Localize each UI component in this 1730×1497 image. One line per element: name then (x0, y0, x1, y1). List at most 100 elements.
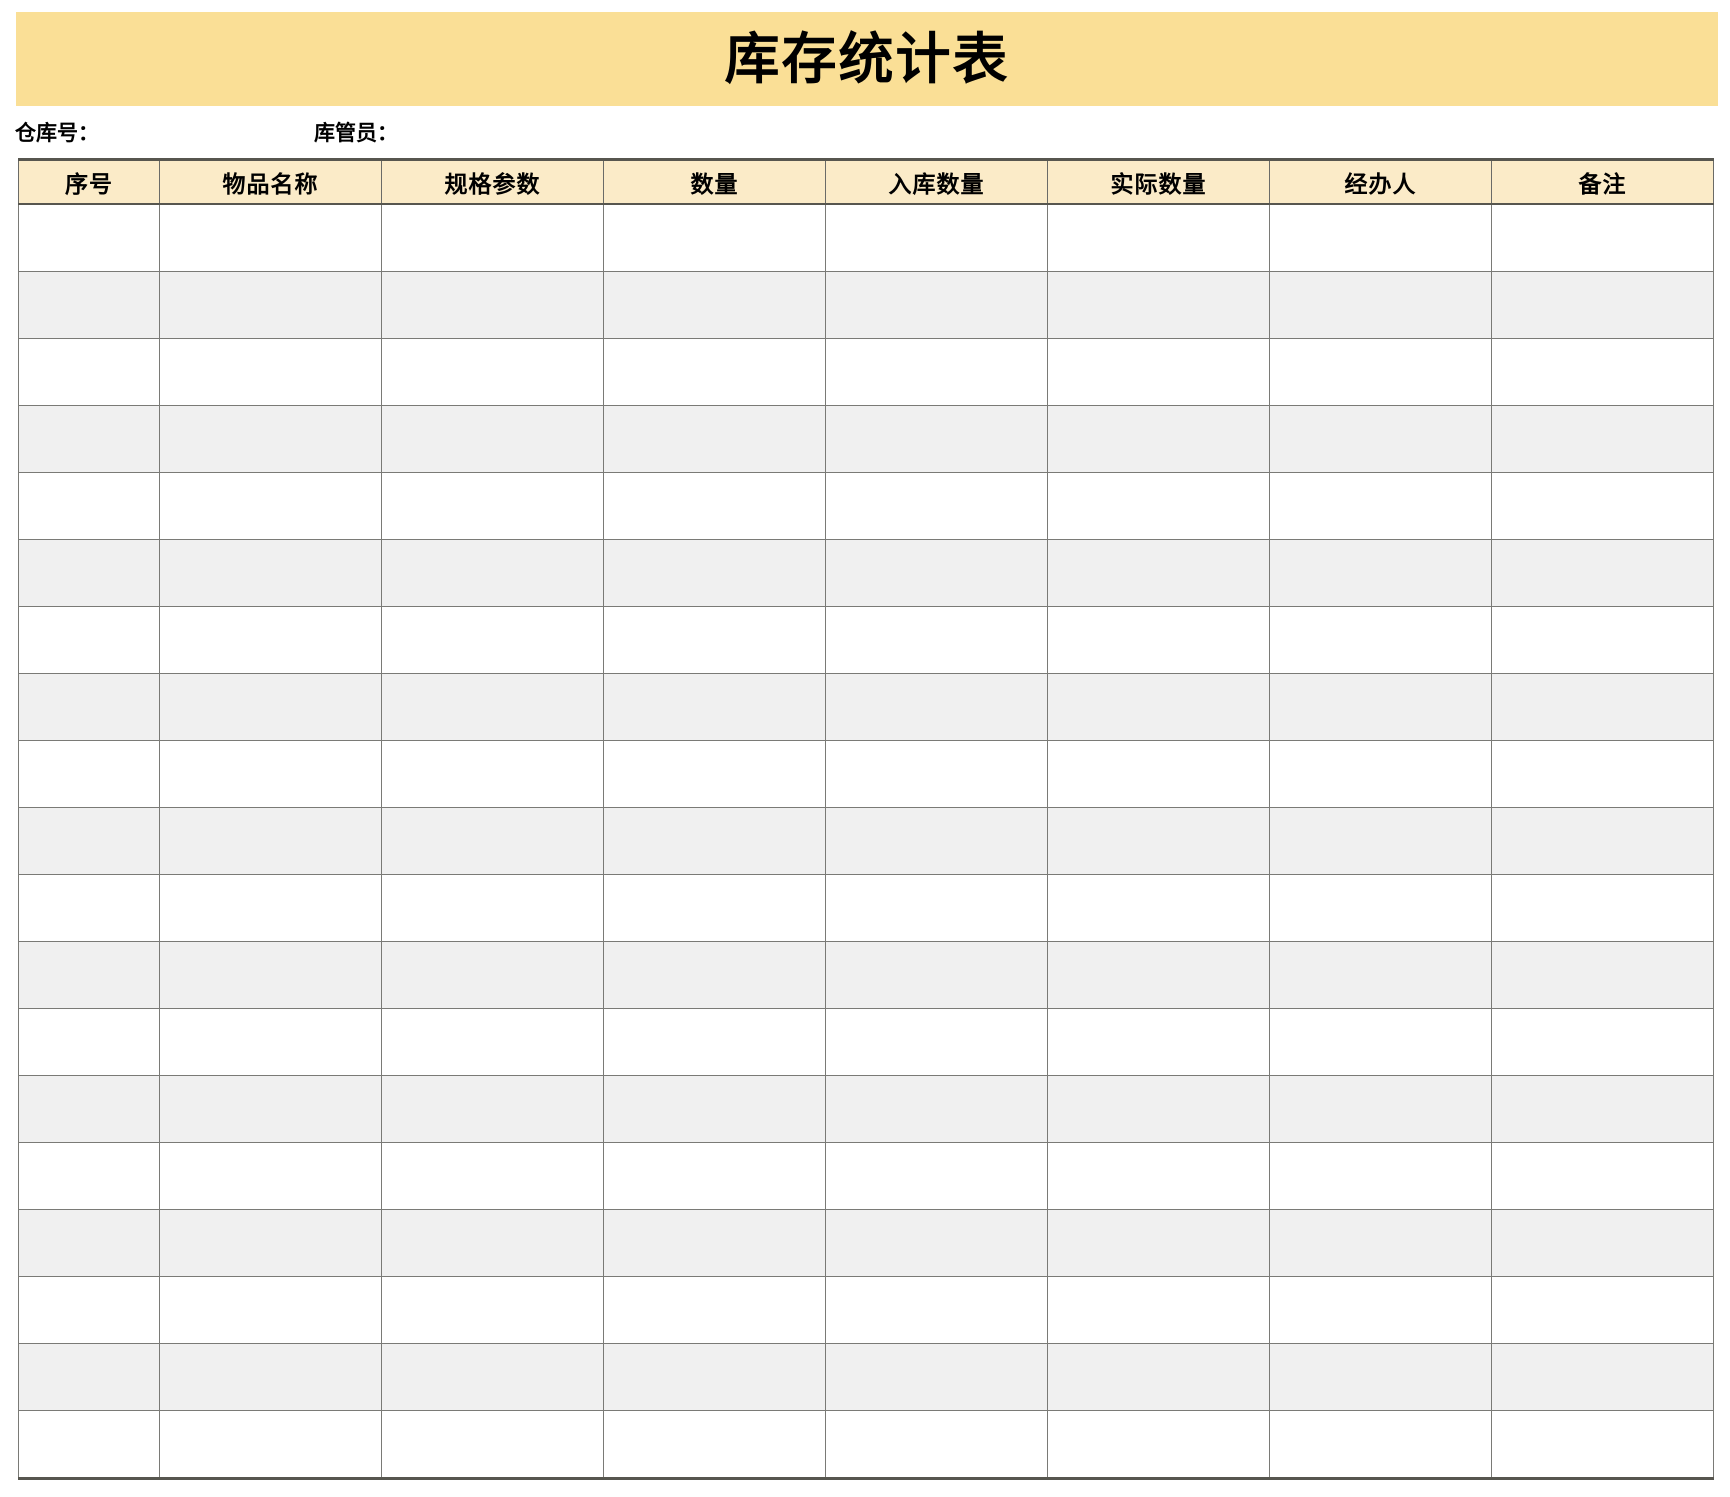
table-cell[interactable] (1047, 1276, 1270, 1344)
table-cell[interactable] (381, 1075, 604, 1143)
table-cell[interactable] (603, 606, 826, 674)
table-cell[interactable] (1269, 1142, 1492, 1210)
table-cell[interactable] (159, 1343, 382, 1411)
table-cell[interactable] (1269, 1209, 1492, 1277)
table-cell[interactable] (825, 740, 1048, 808)
table-cell[interactable] (825, 606, 1048, 674)
table-cell[interactable] (381, 673, 604, 741)
table-cell[interactable] (825, 405, 1048, 473)
table-cell[interactable] (825, 472, 1048, 540)
table-cell[interactable] (1491, 405, 1714, 473)
table-cell[interactable] (1269, 1410, 1492, 1480)
table-cell[interactable] (1269, 1276, 1492, 1344)
table-cell[interactable] (1491, 1410, 1714, 1480)
table-cell[interactable] (381, 941, 604, 1009)
table-cell[interactable] (1047, 606, 1270, 674)
table-cell[interactable] (18, 1008, 160, 1076)
table-cell[interactable] (159, 941, 382, 1009)
table-cell[interactable] (381, 271, 604, 339)
table-cell[interactable] (603, 1209, 826, 1277)
table-cell[interactable] (603, 539, 826, 607)
table-cell[interactable] (381, 1410, 604, 1480)
table-cell[interactable] (1491, 673, 1714, 741)
table-cell[interactable] (159, 1410, 382, 1480)
table-cell[interactable] (1491, 271, 1714, 339)
table-cell[interactable] (603, 1276, 826, 1344)
table-cell[interactable] (1491, 740, 1714, 808)
table-cell[interactable] (1269, 807, 1492, 875)
table-cell[interactable] (825, 1410, 1048, 1480)
table-cell[interactable] (603, 271, 826, 339)
table-cell[interactable] (603, 673, 826, 741)
table-cell[interactable] (825, 874, 1048, 942)
table-cell[interactable] (1047, 1075, 1270, 1143)
table-cell[interactable] (18, 1075, 160, 1143)
table-cell[interactable] (1269, 740, 1492, 808)
table-cell[interactable] (1269, 472, 1492, 540)
table-cell[interactable] (18, 874, 160, 942)
table-cell[interactable] (18, 1343, 160, 1411)
table-cell[interactable] (1491, 807, 1714, 875)
table-cell[interactable] (1047, 271, 1270, 339)
table-cell[interactable] (381, 874, 604, 942)
table-cell[interactable] (18, 1209, 160, 1277)
table-cell[interactable] (18, 539, 160, 607)
table-cell[interactable] (603, 1410, 826, 1480)
table-cell[interactable] (1047, 1343, 1270, 1411)
table-cell[interactable] (381, 1209, 604, 1277)
table-cell[interactable] (1491, 539, 1714, 607)
table-cell[interactable] (825, 1276, 1048, 1344)
table-cell[interactable] (1047, 472, 1270, 540)
table-cell[interactable] (603, 338, 826, 406)
table-cell[interactable] (825, 271, 1048, 339)
table-cell[interactable] (18, 740, 160, 808)
table-cell[interactable] (1269, 874, 1492, 942)
table-cell[interactable] (825, 1008, 1048, 1076)
table-cell[interactable] (1047, 405, 1270, 473)
table-cell[interactable] (1491, 203, 1714, 272)
table-cell[interactable] (603, 203, 826, 272)
table-cell[interactable] (381, 1142, 604, 1210)
table-cell[interactable] (18, 807, 160, 875)
table-cell[interactable] (1047, 539, 1270, 607)
table-cell[interactable] (381, 472, 604, 540)
table-cell[interactable] (1047, 203, 1270, 272)
table-cell[interactable] (1491, 1075, 1714, 1143)
table-cell[interactable] (1047, 673, 1270, 741)
table-cell[interactable] (381, 1343, 604, 1411)
table-cell[interactable] (1491, 1142, 1714, 1210)
table-cell[interactable] (1269, 673, 1492, 741)
table-cell[interactable] (603, 807, 826, 875)
table-cell[interactable] (1491, 874, 1714, 942)
table-cell[interactable] (381, 539, 604, 607)
table-cell[interactable] (381, 606, 604, 674)
table-cell[interactable] (603, 941, 826, 1009)
table-cell[interactable] (1269, 539, 1492, 607)
table-cell[interactable] (1047, 874, 1270, 942)
table-cell[interactable] (18, 203, 160, 272)
table-cell[interactable] (1047, 941, 1270, 1009)
table-cell[interactable] (159, 807, 382, 875)
table-cell[interactable] (381, 807, 604, 875)
table-cell[interactable] (18, 1142, 160, 1210)
table-cell[interactable] (18, 271, 160, 339)
table-cell[interactable] (18, 472, 160, 540)
table-cell[interactable] (1269, 405, 1492, 473)
table-cell[interactable] (1047, 1209, 1270, 1277)
table-cell[interactable] (1491, 1276, 1714, 1344)
table-cell[interactable] (825, 673, 1048, 741)
table-cell[interactable] (603, 1142, 826, 1210)
table-cell[interactable] (825, 338, 1048, 406)
table-cell[interactable] (1491, 338, 1714, 406)
table-cell[interactable] (159, 405, 382, 473)
table-cell[interactable] (159, 606, 382, 674)
table-cell[interactable] (825, 1343, 1048, 1411)
table-cell[interactable] (159, 472, 382, 540)
table-cell[interactable] (159, 1276, 382, 1344)
table-cell[interactable] (603, 1008, 826, 1076)
table-cell[interactable] (18, 405, 160, 473)
table-cell[interactable] (381, 338, 604, 406)
table-cell[interactable] (1047, 1410, 1270, 1480)
table-cell[interactable] (825, 1142, 1048, 1210)
table-cell[interactable] (603, 405, 826, 473)
